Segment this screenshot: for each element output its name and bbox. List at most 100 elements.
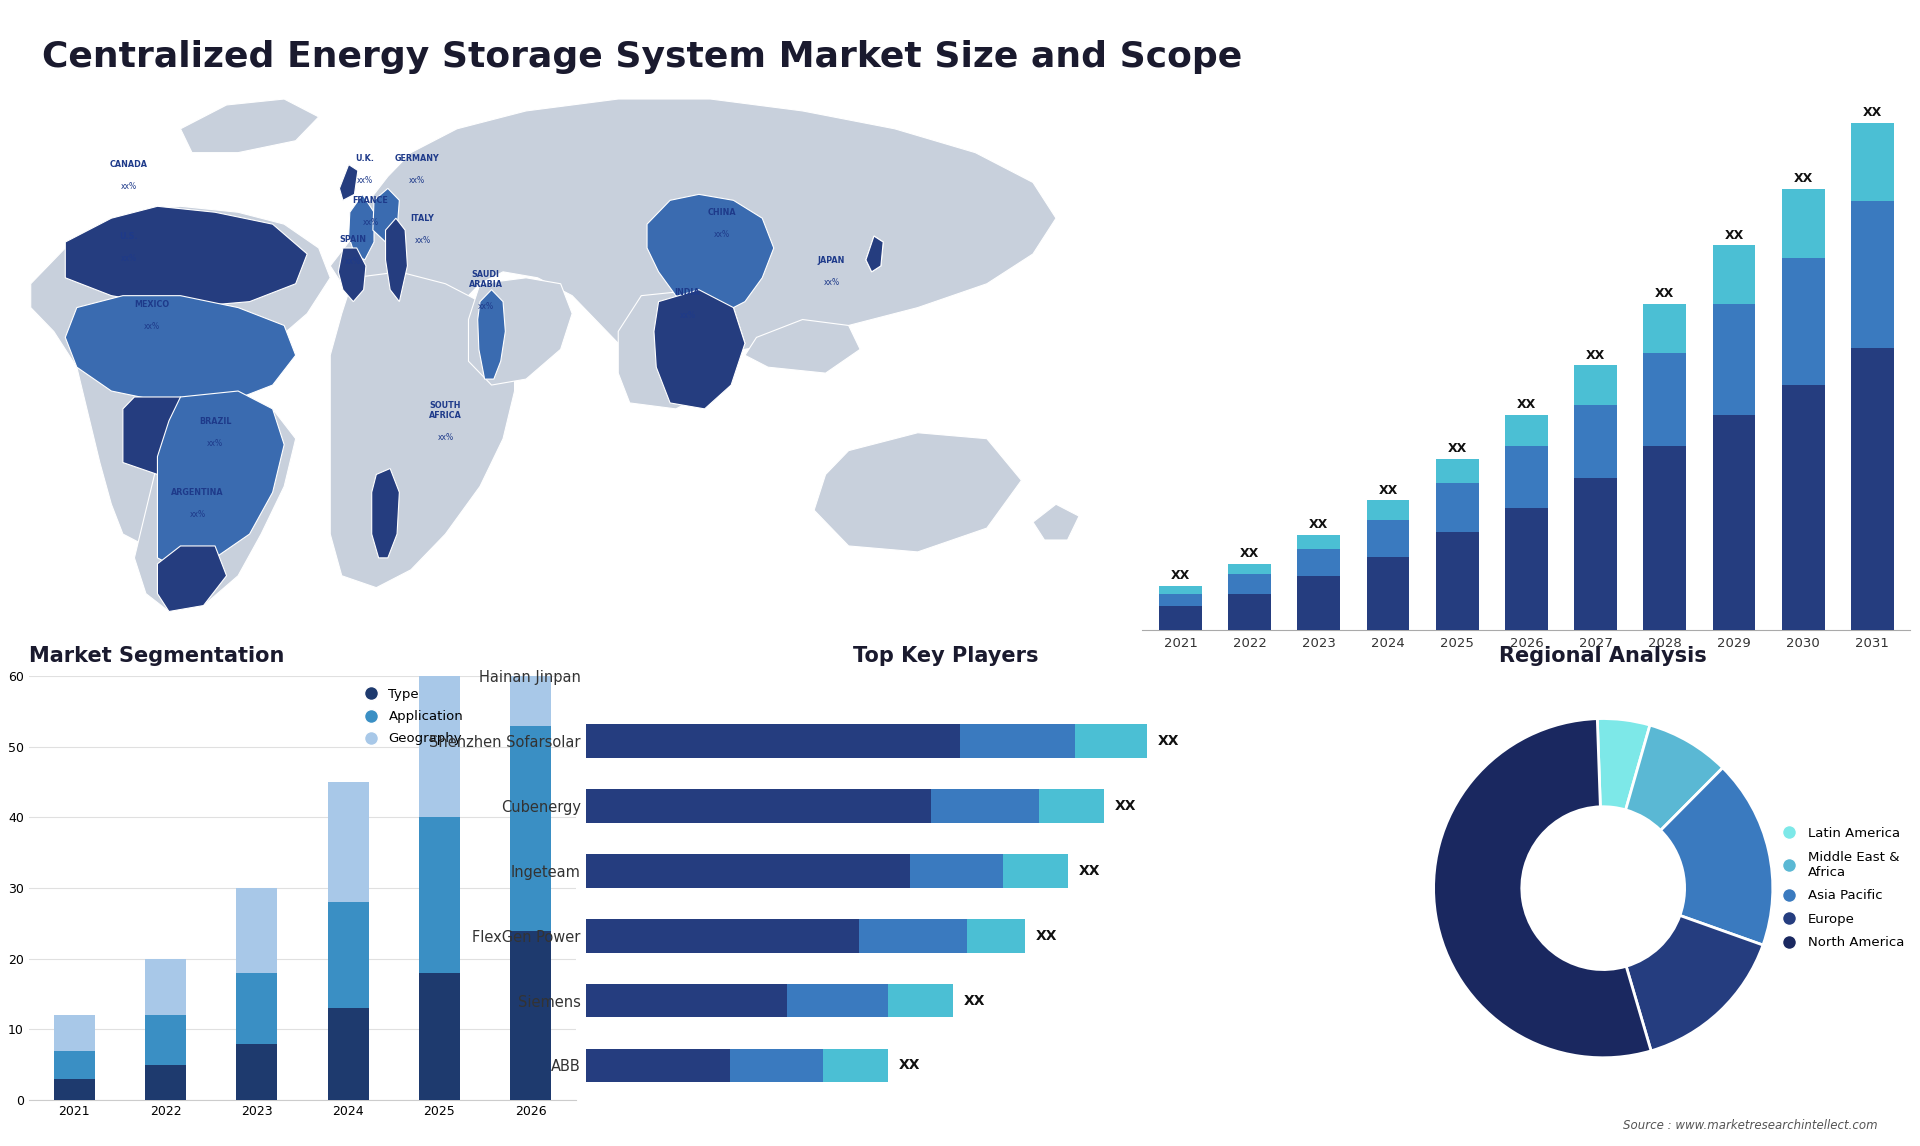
Title: Regional Analysis: Regional Analysis	[1500, 646, 1707, 666]
Bar	[1644, 353, 1686, 447]
Bar	[960, 724, 1075, 758]
Text: XX: XX	[1793, 172, 1812, 186]
Text: xx%: xx%	[415, 236, 430, 245]
Text: CHINA: CHINA	[708, 209, 735, 217]
Bar	[1298, 535, 1340, 549]
Polygon shape	[65, 296, 296, 403]
Polygon shape	[866, 236, 883, 272]
Polygon shape	[330, 272, 515, 588]
Text: XX: XX	[899, 1059, 920, 1073]
Text: XX: XX	[1862, 107, 1882, 119]
Bar	[1505, 415, 1548, 447]
Text: U.K.: U.K.	[355, 155, 374, 164]
Bar	[824, 1049, 887, 1082]
Polygon shape	[372, 188, 399, 242]
Text: xx%: xx%	[409, 176, 424, 186]
Text: XX: XX	[964, 994, 985, 1007]
Bar	[236, 973, 276, 1044]
Polygon shape	[1033, 504, 1079, 540]
Text: XX: XX	[1240, 548, 1260, 560]
Text: JAPAN: JAPAN	[818, 256, 845, 265]
Bar	[54, 1051, 94, 1080]
Polygon shape	[65, 206, 307, 307]
Text: GERMANY: GERMANY	[394, 155, 440, 164]
Legend: Type, Application, Geography: Type, Application, Geography	[353, 683, 468, 751]
Bar	[1505, 447, 1548, 508]
Polygon shape	[180, 99, 319, 152]
Bar	[586, 724, 960, 758]
Text: MEXICO: MEXICO	[134, 300, 169, 309]
Polygon shape	[618, 290, 745, 409]
Text: XX: XX	[1655, 288, 1674, 300]
Bar	[1229, 564, 1271, 574]
Bar	[144, 1015, 186, 1065]
Text: xx%: xx%	[680, 311, 695, 320]
Polygon shape	[655, 290, 745, 409]
Polygon shape	[745, 320, 860, 374]
Bar	[1367, 501, 1409, 520]
Bar	[1367, 520, 1409, 557]
Text: xx%: xx%	[346, 257, 361, 266]
Bar	[1644, 304, 1686, 353]
Bar	[1436, 458, 1478, 484]
Polygon shape	[866, 236, 883, 272]
Bar	[1298, 576, 1340, 630]
Bar	[1644, 447, 1686, 630]
Text: XX: XX	[1309, 518, 1329, 531]
Bar	[419, 817, 461, 973]
Text: xx%: xx%	[438, 433, 453, 441]
Text: SOUTH
AFRICA: SOUTH AFRICA	[428, 401, 463, 419]
Text: xx%: xx%	[121, 254, 136, 262]
Polygon shape	[386, 218, 407, 301]
Bar	[1713, 245, 1755, 304]
Polygon shape	[134, 391, 296, 612]
Polygon shape	[157, 391, 284, 570]
Polygon shape	[340, 165, 357, 201]
Text: xx%: xx%	[357, 176, 372, 186]
Bar	[419, 973, 461, 1100]
Text: XX: XX	[1158, 735, 1179, 748]
Bar	[1782, 258, 1824, 385]
Text: xx%: xx%	[121, 182, 136, 191]
Bar	[1002, 854, 1068, 888]
Bar	[328, 1008, 369, 1100]
Bar	[586, 919, 860, 952]
Bar	[1436, 532, 1478, 630]
Text: FRANCE: FRANCE	[353, 196, 388, 205]
Text: XX: XX	[1724, 229, 1743, 242]
Text: XX: XX	[1171, 570, 1190, 582]
Bar	[1574, 405, 1617, 478]
Bar	[1160, 594, 1202, 606]
Bar	[968, 919, 1025, 952]
Polygon shape	[123, 397, 215, 474]
Bar	[1160, 606, 1202, 630]
Text: xx%: xx%	[190, 510, 205, 519]
Bar	[1039, 790, 1104, 823]
Text: xx%: xx%	[478, 301, 493, 311]
Text: ITALY: ITALY	[411, 214, 434, 223]
Polygon shape	[814, 433, 1021, 552]
Text: XX: XX	[1379, 484, 1398, 496]
Text: Source : www.marketresearchintellect.com: Source : www.marketresearchintellect.com	[1622, 1120, 1878, 1132]
Text: xx%: xx%	[714, 230, 730, 240]
Text: xx%: xx%	[363, 218, 378, 227]
Polygon shape	[157, 545, 227, 612]
Bar	[910, 854, 1002, 888]
Polygon shape	[372, 469, 399, 558]
Bar	[730, 1049, 824, 1082]
Polygon shape	[330, 99, 1056, 355]
Bar	[931, 790, 1039, 823]
Bar	[419, 641, 461, 817]
Bar	[1574, 478, 1617, 630]
Text: CANADA: CANADA	[109, 160, 148, 170]
Wedge shape	[1661, 768, 1772, 945]
Text: Market Segmentation: Market Segmentation	[29, 646, 284, 666]
Wedge shape	[1626, 725, 1722, 831]
Bar	[586, 854, 910, 888]
Bar	[1782, 189, 1824, 258]
Bar	[1851, 202, 1893, 348]
Bar	[1851, 348, 1893, 630]
Bar	[1713, 415, 1755, 630]
Bar	[1505, 508, 1548, 630]
Wedge shape	[1597, 719, 1649, 810]
